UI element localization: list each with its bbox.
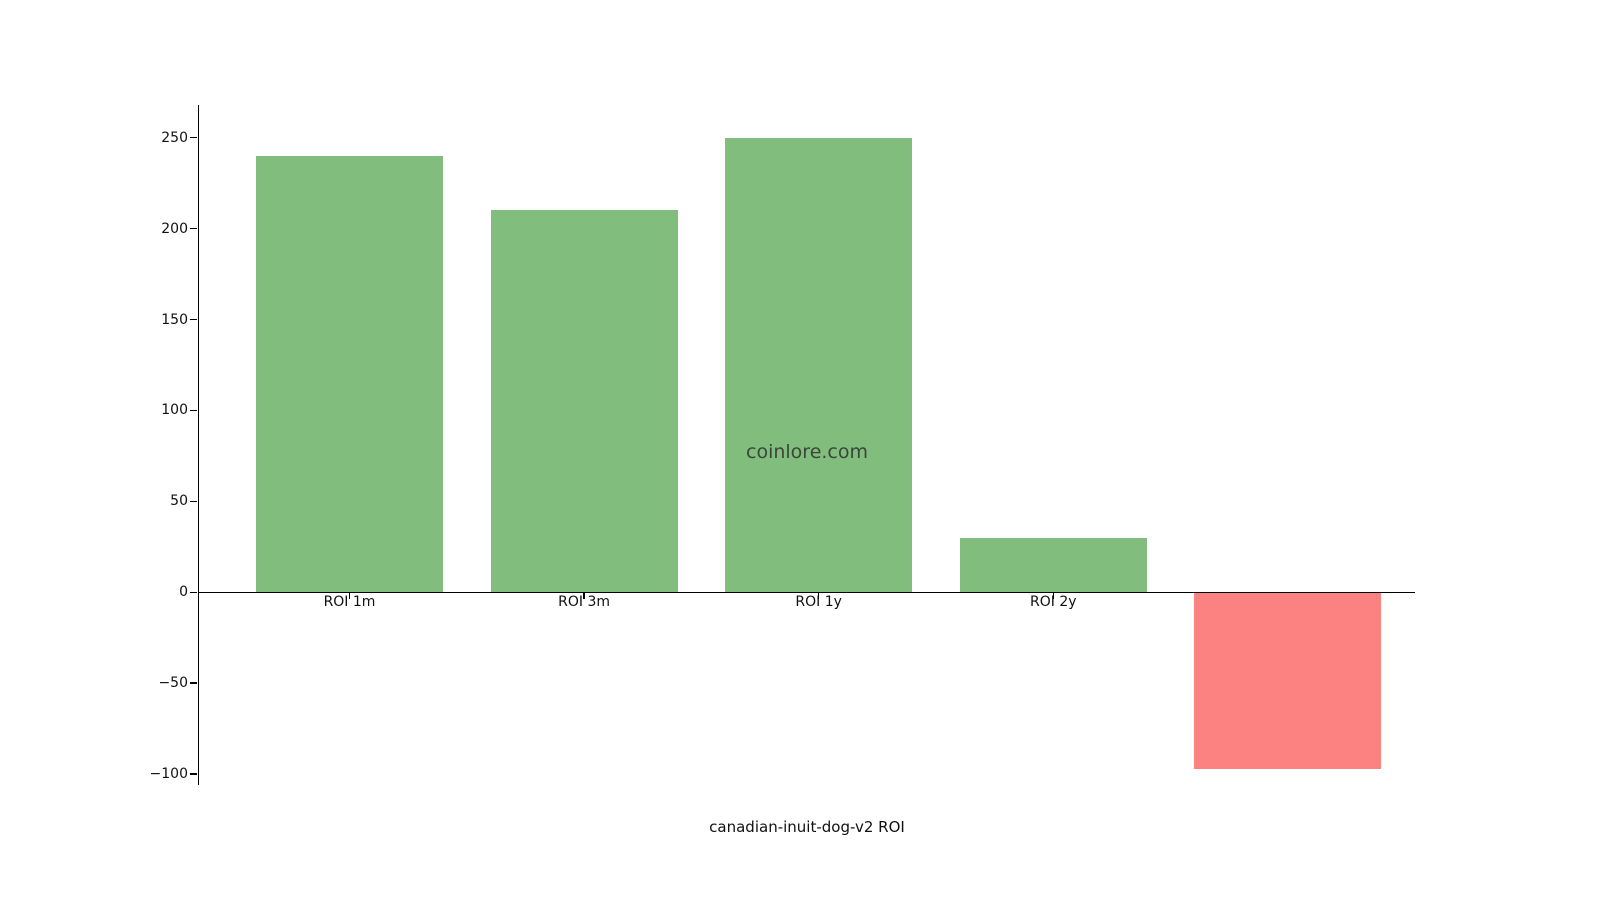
x-axis-tick-label: ROI 3m: [558, 594, 611, 611]
x-axis-tick-label: ROI 1y: [795, 594, 842, 611]
watermark: coinlore.com: [746, 441, 868, 463]
y-axis-tick-label: −100: [149, 766, 188, 783]
x-axis-tick: [1052, 592, 1055, 600]
y-axis-tick-label: 250: [161, 129, 188, 146]
y-axis-tick-label: 50: [170, 493, 188, 510]
y-axis-spine: [197, 105, 199, 785]
y-axis-tick-label: 100: [161, 402, 188, 419]
y-axis-tick: [190, 318, 197, 321]
x-axis-line: [197, 591, 1415, 594]
y-axis-tick: [190, 409, 197, 412]
y-axis-tick: [190, 227, 197, 230]
bar: [256, 155, 443, 593]
x-axis-tick: [583, 592, 585, 600]
y-axis-tick: [190, 136, 197, 139]
y-axis-tick-label: −50: [158, 675, 188, 692]
y-axis-tick: [190, 591, 197, 594]
bar: [959, 537, 1147, 593]
x-axis-tick-label: ROI 1m: [323, 594, 376, 611]
y-axis-tick: [190, 682, 197, 684]
y-axis-tick-label: 200: [161, 220, 188, 237]
y-axis-tick-label: 0: [179, 584, 188, 601]
x-axis-tick: [348, 592, 351, 600]
bar: [725, 137, 913, 593]
bar: [1194, 592, 1382, 769]
y-axis-tick: [190, 773, 197, 775]
y-axis-tick: [190, 500, 197, 503]
x-axis-tick-label: ROI 2y: [1030, 594, 1077, 611]
chart-title: canadian-inuit-dog-v2 ROI: [709, 818, 905, 836]
bar: [490, 210, 678, 593]
x-axis-tick: [817, 592, 820, 600]
y-axis-tick-label: 150: [161, 311, 188, 328]
